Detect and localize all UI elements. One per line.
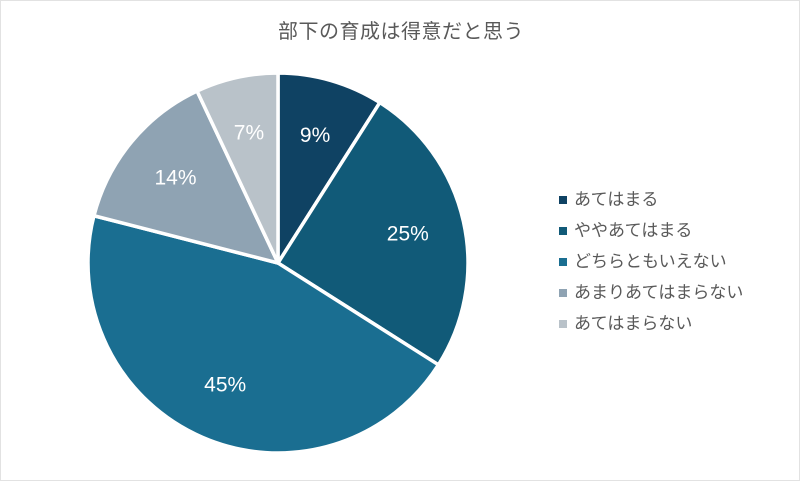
pie-slice[interactable]	[86, 213, 441, 455]
legend-item-label: あてはまる	[574, 190, 659, 209]
pie-plot-area: 9% 25% 45% 14% 7%	[86, 71, 470, 455]
legend-item-label: どちらともいえない	[574, 252, 727, 271]
legend-item[interactable]: あてはまらない	[559, 308, 789, 339]
pie-slice-label: 9%	[300, 124, 330, 147]
legend-item-label: あてはまらない	[574, 314, 693, 333]
legend-item-label: ややあてはまる	[574, 221, 693, 240]
legend-swatch-icon	[559, 258, 567, 266]
legend-swatch-icon	[559, 196, 567, 204]
legend-swatch-icon	[559, 320, 567, 328]
pie-slice[interactable]	[276, 71, 382, 265]
legend-swatch-icon	[559, 289, 567, 297]
legend-item[interactable]: どちらともいえない	[559, 246, 789, 277]
pie-slice-label: 45%	[204, 374, 246, 397]
legend-item[interactable]: あてはまる	[559, 184, 789, 215]
pie-slice[interactable]	[195, 71, 280, 265]
pie-slice-label: 25%	[387, 222, 429, 245]
legend-item[interactable]: ややあてはまる	[559, 215, 789, 246]
pie-svg: 9% 25% 45% 14% 7%	[86, 71, 470, 455]
legend-item-label: あまりあてはまらない	[574, 283, 744, 302]
pie-slice[interactable]	[276, 100, 470, 367]
chart-title: 部下の育成は得意だと思う	[278, 21, 524, 43]
legend-item[interactable]: あまりあてはまらない	[559, 277, 789, 308]
pie-slice-label: 7%	[234, 122, 264, 145]
legend: あてはまるややあてはまるどちらともいえない あまりあてはまらない あてはまらない	[559, 184, 789, 339]
pie-data-labels-group: 9% 25% 45% 14% 7%	[155, 122, 429, 397]
pie-slice[interactable]	[92, 89, 280, 265]
pie-slices-group	[86, 71, 470, 455]
pie-slice-label: 14%	[155, 167, 197, 190]
legend-swatch-icon	[559, 227, 567, 235]
